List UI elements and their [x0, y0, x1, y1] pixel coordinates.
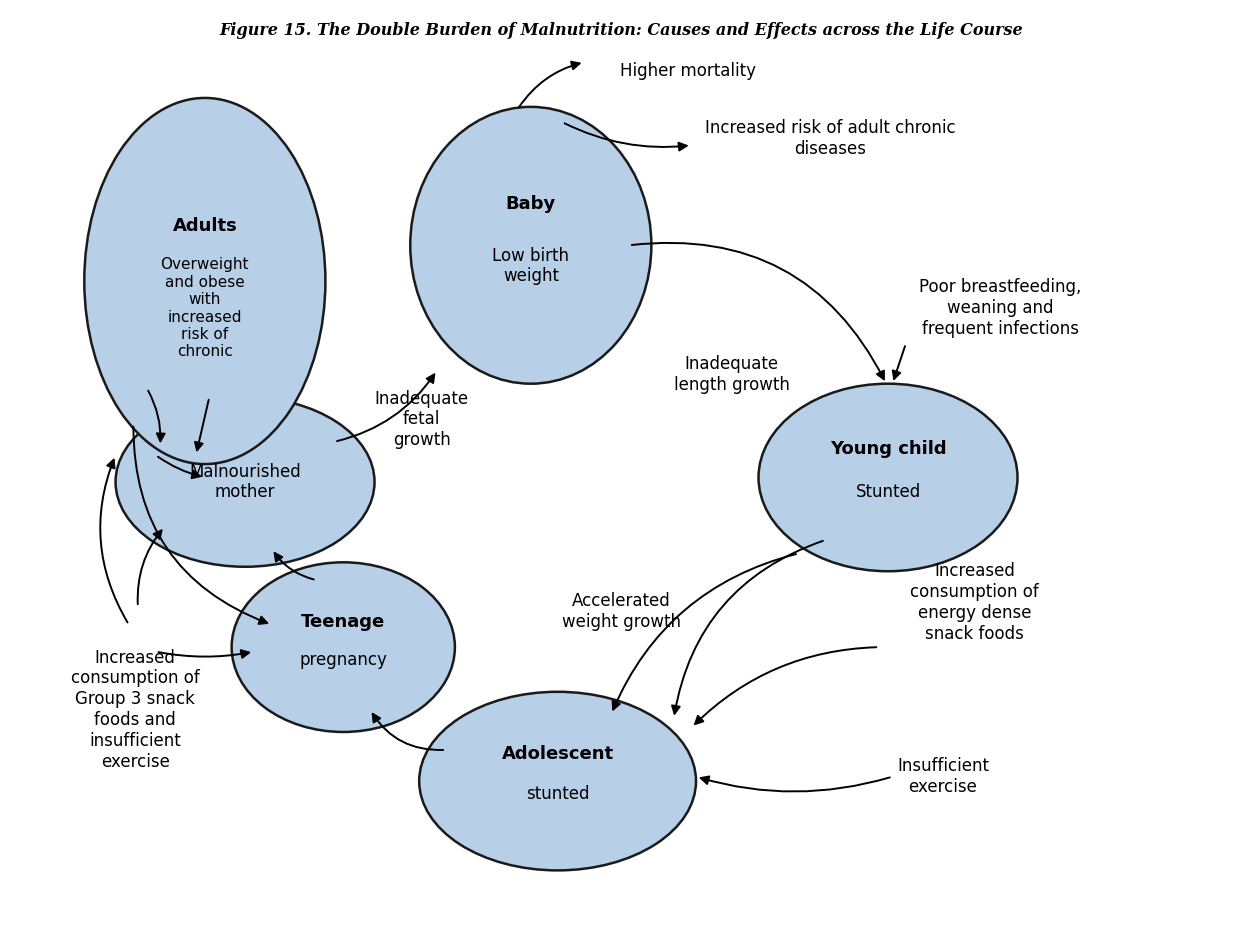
Ellipse shape [410, 107, 651, 384]
Text: Low birth
weight: Low birth weight [492, 247, 569, 286]
Text: Higher mortality: Higher mortality [620, 62, 756, 80]
Text: Teenage: Teenage [301, 613, 385, 631]
Ellipse shape [116, 397, 375, 567]
Ellipse shape [420, 692, 696, 870]
Text: Increased
consumption of
Group 3 snack
foods and
insufficient
exercise: Increased consumption of Group 3 snack f… [71, 649, 200, 771]
Text: Malnourished
mother: Malnourished mother [189, 463, 301, 501]
Ellipse shape [232, 562, 455, 732]
Text: Increased
consumption of
energy dense
snack foods: Increased consumption of energy dense sn… [910, 562, 1040, 642]
Text: Inadequate
fetal
growth: Inadequate fetal growth [375, 390, 468, 449]
Text: pregnancy: pregnancy [299, 651, 388, 669]
Text: Overweight
and obese
with
increased
risk of
chronic: Overweight and obese with increased risk… [160, 257, 250, 359]
Text: Baby: Baby [505, 195, 556, 213]
Ellipse shape [759, 384, 1017, 571]
Text: Inadequate
length growth: Inadequate length growth [673, 356, 790, 394]
Ellipse shape [84, 98, 325, 464]
Text: Adolescent: Adolescent [502, 745, 614, 763]
Text: Increased risk of adult chronic
diseases: Increased risk of adult chronic diseases [705, 118, 955, 158]
Text: Poor breastfeeding,
weaning and
frequent infections: Poor breastfeeding, weaning and frequent… [919, 278, 1082, 338]
Text: stunted: stunted [525, 785, 590, 803]
Text: Insufficient
exercise: Insufficient exercise [897, 757, 989, 796]
Text: Accelerated
weight growth: Accelerated weight growth [563, 592, 681, 631]
Text: Adults: Adults [173, 217, 237, 236]
Text: Figure 15. The Double Burden of Malnutrition: Causes and Effects across the Life: Figure 15. The Double Burden of Malnutri… [219, 22, 1023, 39]
Text: Young child: Young child [830, 440, 946, 458]
Text: Stunted: Stunted [856, 482, 920, 500]
